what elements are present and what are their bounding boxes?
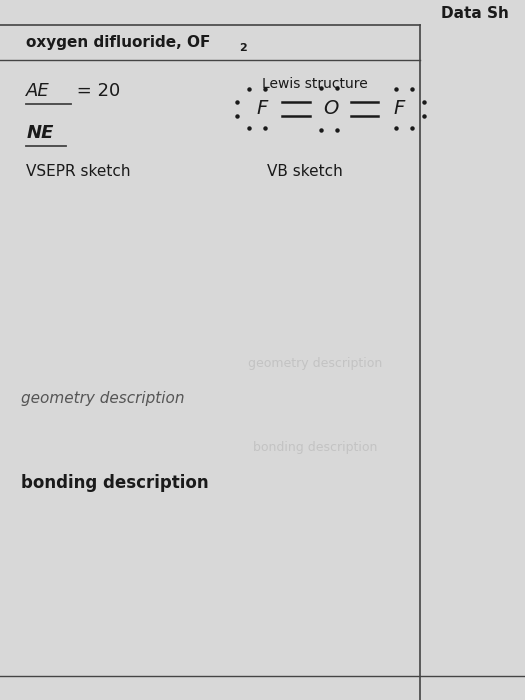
- Text: NE: NE: [26, 124, 54, 142]
- Text: oxygen difluoride, OF: oxygen difluoride, OF: [26, 34, 211, 50]
- Text: VSEPR sketch: VSEPR sketch: [26, 164, 131, 179]
- Text: O: O: [323, 99, 339, 118]
- Text: F: F: [393, 99, 405, 118]
- Text: geometry description: geometry description: [21, 391, 184, 407]
- Text: AE: AE: [26, 82, 50, 100]
- Text: F: F: [257, 99, 268, 118]
- Text: Data Sh: Data Sh: [441, 6, 509, 22]
- Text: bonding description: bonding description: [253, 442, 377, 454]
- Text: bonding description: bonding description: [21, 474, 208, 492]
- Text: VB sketch: VB sketch: [267, 164, 342, 179]
- Text: = 20: = 20: [71, 82, 120, 100]
- Text: 2: 2: [239, 43, 247, 52]
- Text: Lewis structure: Lewis structure: [262, 77, 368, 91]
- Text: geometry description: geometry description: [248, 358, 382, 370]
